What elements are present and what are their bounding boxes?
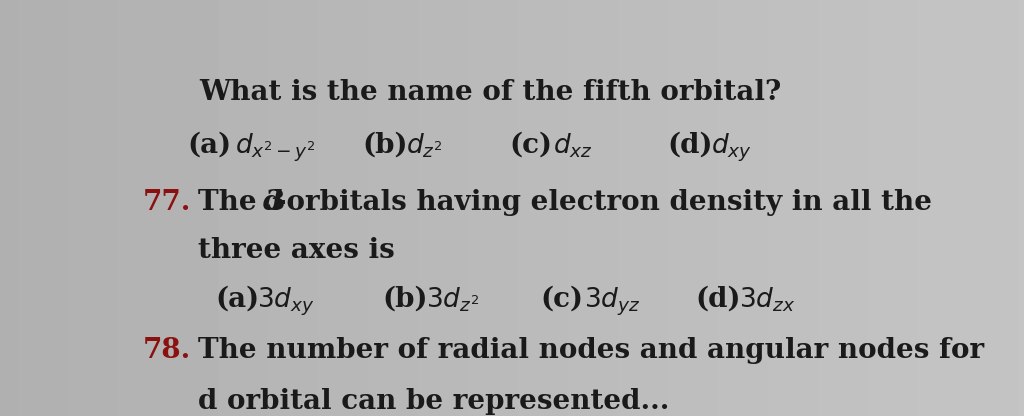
Text: (c): (c) [541,285,584,312]
Text: (c): (c) [509,131,552,158]
Text: The number of radial nodes and angular nodes for: The number of radial nodes and angular n… [198,337,984,364]
Text: d orbital can be represented...: d orbital can be represented... [198,388,670,415]
Text: $d_{z^2}$: $d_{z^2}$ [406,131,442,160]
Text: $3d_{zx}$: $3d_{zx}$ [739,285,796,314]
Text: (a): (a) [187,131,231,158]
Text: (b): (b) [382,285,427,312]
Text: $3d_{xy}$: $3d_{xy}$ [257,285,315,318]
Text: $d_{x^2-y^2}$: $d_{x^2-y^2}$ [236,131,315,164]
Text: $d_{xy}$: $d_{xy}$ [712,131,752,164]
Text: three axes is: three axes is [198,237,394,264]
Text: (b): (b) [362,131,408,158]
Text: (a): (a) [215,285,259,312]
Text: $d_{xz}$: $d_{xz}$ [553,131,592,160]
Text: (d): (d) [695,285,741,312]
Text: (d): (d) [668,131,713,158]
Text: $3d_{z^2}$: $3d_{z^2}$ [426,285,478,314]
Text: 78.: 78. [142,337,190,364]
Text: $3d_{yz}$: $3d_{yz}$ [585,285,641,318]
Text: -orbitals having electron density in all the: -orbitals having electron density in all… [274,189,932,216]
Text: d: d [263,189,283,216]
Text: 77.: 77. [142,189,190,216]
Text: What is the name of the fifth orbital?: What is the name of the fifth orbital? [200,79,781,106]
Text: The 3: The 3 [198,189,286,216]
